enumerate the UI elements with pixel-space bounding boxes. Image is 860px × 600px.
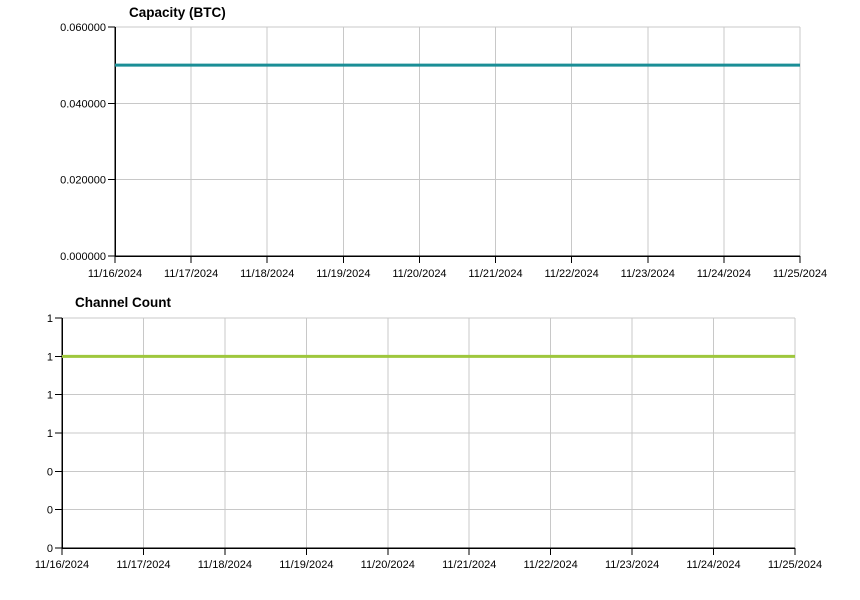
- x-tick-label: 11/20/2024: [361, 559, 415, 571]
- y-tick-label: 0: [47, 505, 53, 517]
- x-tick-label: 11/18/2024: [198, 559, 252, 571]
- x-tick-label: 11/21/2024: [442, 559, 496, 571]
- x-tick-label: 11/25/2024: [773, 268, 827, 280]
- channel-count-chart-plot: 0 0 0 1 1 1 1 11/16/2024 11/17/2024 11/18/2024 11/…: [35, 313, 822, 571]
- x-tick-label: 11/19/2024: [316, 268, 370, 280]
- x-tick-label: 11/18/2024: [240, 268, 294, 280]
- x-tick-label: 11/20/2024: [392, 268, 446, 280]
- capacity-chart-title: Capacity (BTC): [129, 5, 226, 20]
- x-tick-label: 11/17/2024: [164, 268, 218, 280]
- x-tick-label: 11/23/2024: [621, 268, 675, 280]
- x-tick-label: 11/19/2024: [279, 559, 333, 571]
- y-tick-label: 0.040000: [60, 98, 106, 110]
- x-tick-label: 11/21/2024: [468, 268, 522, 280]
- capacity-chart-plot: 0.000000 0.020000 0.040000 0.060000 11/16/20…: [60, 22, 827, 280]
- y-tick-label: 0.020000: [60, 175, 106, 187]
- y-tick-label: 0: [47, 466, 53, 478]
- x-tick-label: 11/16/2024: [35, 559, 89, 571]
- y-tick-label: 1: [47, 428, 53, 440]
- x-tick-label: 11/24/2024: [697, 268, 751, 280]
- x-tick-label: 11/17/2024: [116, 559, 170, 571]
- y-tick-label: 1: [47, 313, 53, 325]
- channel-count-chart-title: Channel Count: [75, 295, 171, 310]
- y-tick-label: 0.000000: [60, 251, 106, 263]
- x-tick-label: 11/22/2024: [524, 559, 578, 571]
- x-tick-label: 11/24/2024: [686, 559, 740, 571]
- y-tick-label: 0: [47, 543, 53, 555]
- x-tick-label: 11/16/2024: [88, 268, 142, 280]
- y-tick-label: 0.060000: [60, 22, 106, 34]
- x-tick-label: 11/25/2024: [768, 559, 822, 571]
- y-tick-label: 1: [47, 351, 53, 363]
- x-tick-label: 11/23/2024: [605, 559, 659, 571]
- y-tick-label: 1: [47, 390, 53, 402]
- x-tick-label: 11/22/2024: [545, 268, 599, 280]
